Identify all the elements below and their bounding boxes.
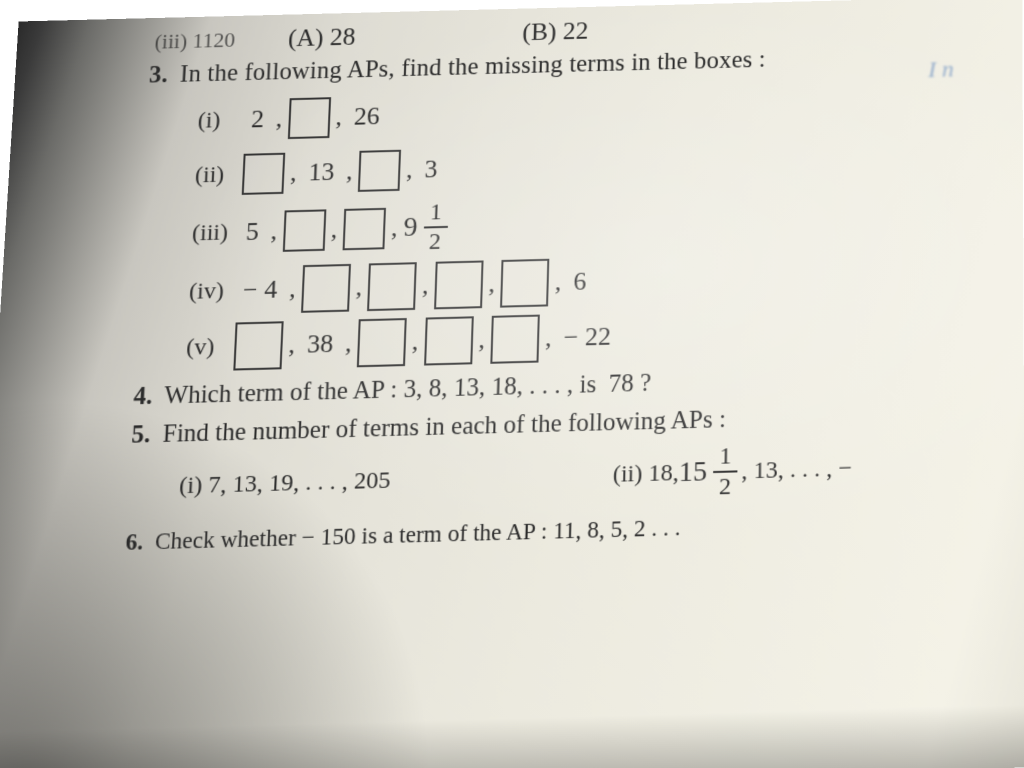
q3-i-term-3: 26 xyxy=(353,102,380,132)
question-6-text: Check whether − 150 is a term of the AP … xyxy=(154,515,680,555)
q3-ii-term-2: 13 xyxy=(308,157,335,187)
q3-i-term-1: 2 xyxy=(251,105,265,134)
question-6-number: 6. xyxy=(125,529,144,555)
question-4-qmark: ? xyxy=(640,370,652,397)
blank-box xyxy=(490,315,540,364)
q3-item-iii: (iii) 5, , , 9 1 2 xyxy=(191,187,984,261)
question-5-subitems: (i) 7, 13, 19, . . . , 205 (ii) 18, 15 1… xyxy=(178,438,984,514)
option-a-label: (A) xyxy=(288,23,325,52)
option-a: (A) 28 xyxy=(287,22,356,53)
q3-v-term-6: − 22 xyxy=(563,322,611,353)
q3-iii-label: (iii) xyxy=(191,219,240,247)
q5-ii-label: (ii) xyxy=(612,460,642,488)
q5-ii-mixed-fraction: 15 1 2 xyxy=(678,444,742,501)
fraction-den: 2 xyxy=(719,473,732,500)
question-4-text-a: Which term of the AP : 3, 8, 13, 18, . .… xyxy=(164,371,597,409)
blank-box xyxy=(282,209,326,251)
fraction: 1 2 xyxy=(423,200,449,254)
q3-ii-term-4: 3 xyxy=(424,155,438,185)
blank-box xyxy=(367,262,417,311)
blank-box xyxy=(434,260,484,309)
fraction-num: 1 xyxy=(713,444,738,473)
question-5-text: Find the number of terms in each of the … xyxy=(162,406,726,448)
bottom-shadow xyxy=(0,704,1024,768)
option-b: (B) 22 xyxy=(522,17,589,47)
blank-box xyxy=(233,321,283,370)
q3-iv-term-6: 6 xyxy=(573,267,587,297)
fraction-num: 1 xyxy=(423,200,448,228)
q5-i-label: (i) xyxy=(179,472,203,500)
blank-box xyxy=(358,150,401,192)
q5-i-text: 7, 13, 19, . . . , 205 xyxy=(208,467,391,499)
q3-ii-label: (ii) xyxy=(194,161,243,189)
blank-box xyxy=(500,259,549,308)
cutoff-option-iii: (iii) 1120 xyxy=(154,27,236,54)
q5-item-ii: (ii) 18, 15 1 2 , 13, . . . , − xyxy=(612,441,852,502)
q3-v-label: (v) xyxy=(186,333,235,361)
q5-ii-prefix: 18, xyxy=(648,459,679,487)
question-4-value: 78 xyxy=(608,370,634,398)
question-6: 6. Check whether − 150 is a term of the … xyxy=(125,507,984,556)
q5-item-i: (i) 7, 13, 19, . . . , 205 xyxy=(178,453,392,514)
margin-annotation: I n xyxy=(928,57,954,84)
q3-i-label: (i) xyxy=(197,107,246,134)
option-b-value: 22 xyxy=(562,17,588,45)
question-5-number: 5. xyxy=(131,421,151,449)
q3-iv-term-1: − 4 xyxy=(242,275,278,306)
blank-box xyxy=(343,208,386,250)
blank-box xyxy=(301,264,351,313)
blank-box xyxy=(242,153,286,195)
blank-box xyxy=(424,316,474,365)
option-a-value: 28 xyxy=(329,22,356,51)
fraction-whole: 9 xyxy=(403,212,418,244)
blank-box xyxy=(357,318,407,367)
q3-iii-mixed-fraction: 9 1 2 xyxy=(403,200,453,254)
q3-iii-term-1: 5 xyxy=(245,217,259,247)
option-b-label: (B) xyxy=(522,17,557,46)
fraction-den: 2 xyxy=(429,228,442,254)
blank-box xyxy=(287,97,330,139)
question-3-number: 3. xyxy=(148,62,168,89)
q3-item-v: (v) , 38, , , , − 22 xyxy=(185,303,984,372)
page-surface: (iii) 1120 (A) 28 (B) 22 3. In the follo… xyxy=(0,0,1024,768)
q3-iv-label: (iv) xyxy=(188,277,237,305)
fraction: 1 2 xyxy=(713,444,738,500)
q3-v-term-2: 38 xyxy=(307,329,334,360)
question-4-number: 4. xyxy=(133,383,153,411)
fraction-whole: 15 xyxy=(678,456,707,489)
q5-ii-suffix: , 13, . . . , − xyxy=(741,455,852,485)
